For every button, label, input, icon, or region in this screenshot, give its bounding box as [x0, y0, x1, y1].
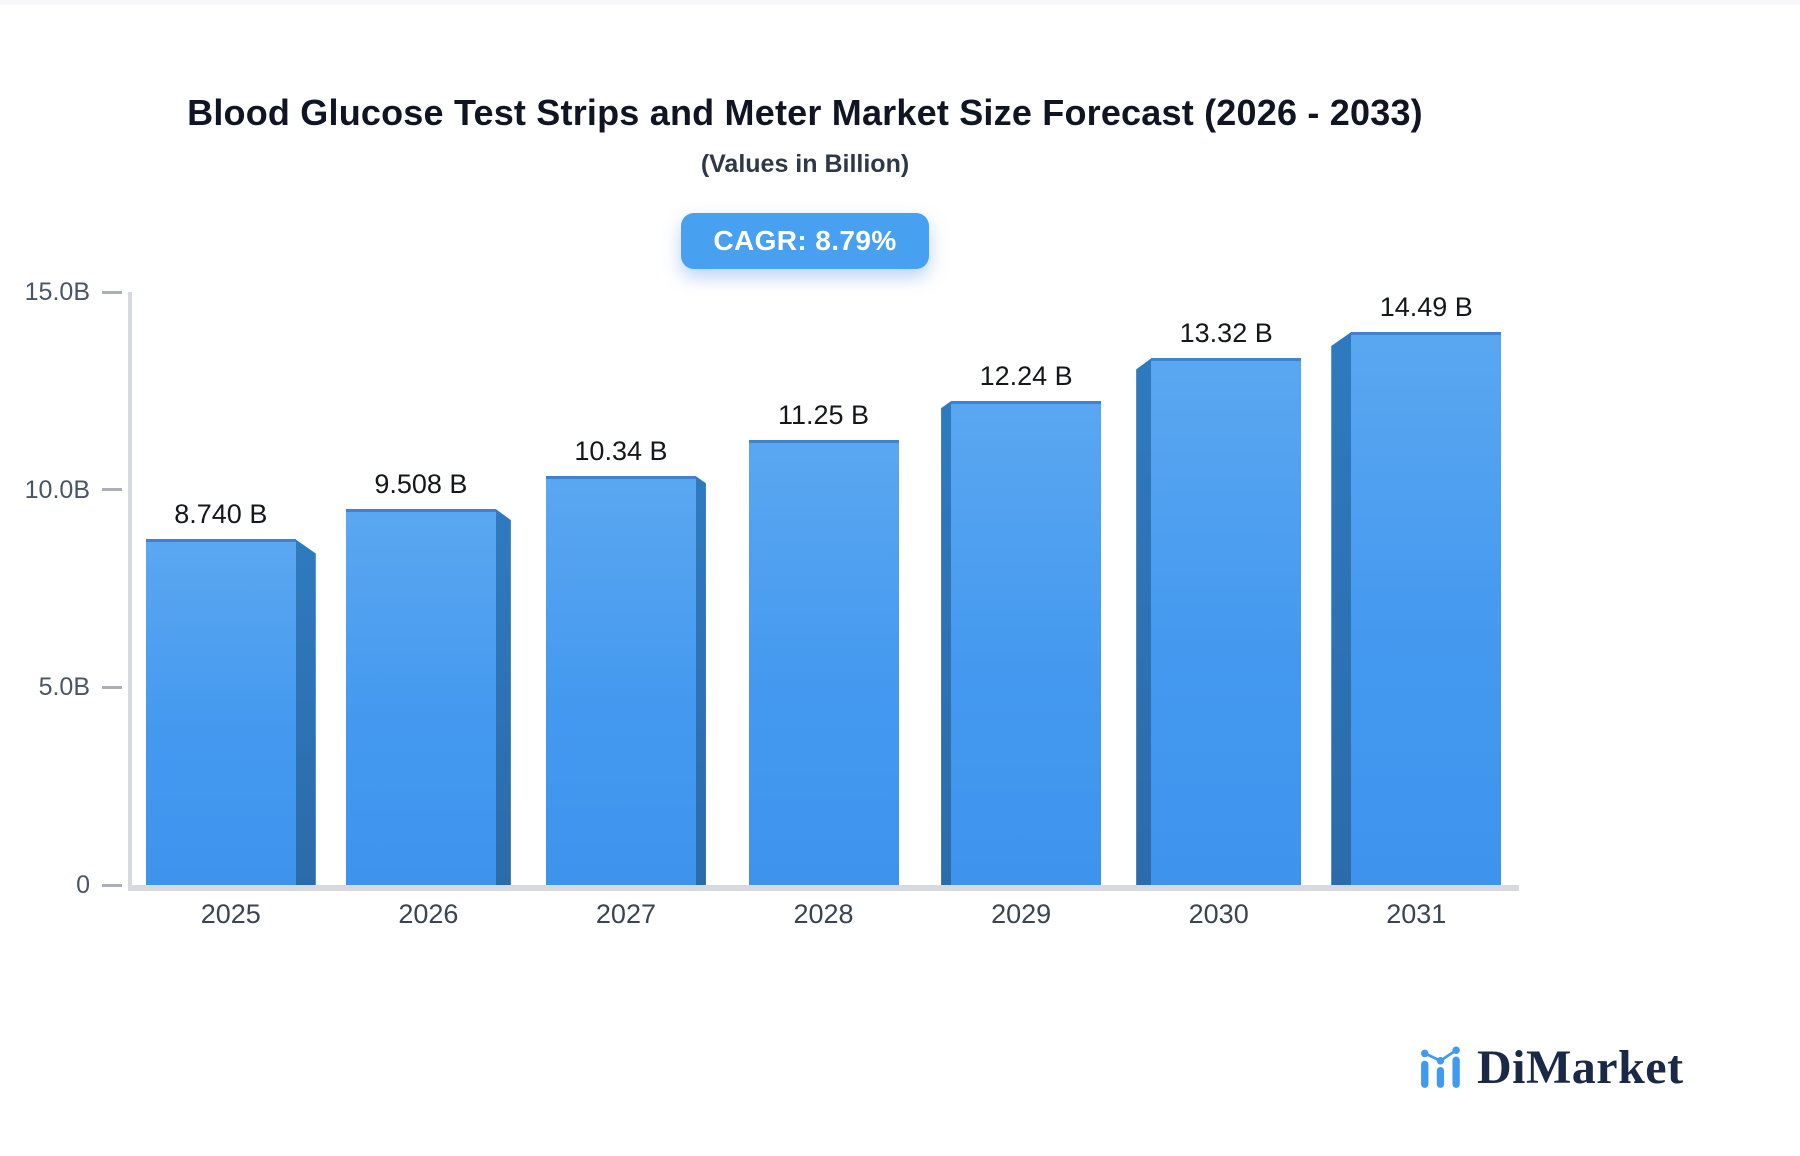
bar-face — [145, 539, 296, 885]
y-tick-mark — [102, 488, 122, 492]
bar-3d-side — [1136, 358, 1152, 885]
bar-group-2026: 9.508 B — [330, 292, 528, 885]
bar-value-label: 9.508 B — [374, 469, 468, 500]
bar-2028 — [748, 440, 899, 885]
bar-value-label: 8.740 B — [174, 499, 268, 530]
x-axis-labels: 2025 2026 2027 2028 2029 2030 2031 — [132, 899, 1515, 930]
bar-2027 — [545, 476, 706, 885]
bar-3d-side — [1331, 332, 1352, 885]
chart-header: Blood Glucose Test Strips and Meter Mark… — [0, 92, 1610, 269]
bar-value-label: 14.49 B — [1379, 292, 1473, 322]
bar-group-2028: 11.25 B — [725, 292, 923, 885]
y-tick-mark — [102, 290, 122, 294]
y-tick-mark — [102, 685, 122, 689]
x-axis-label-2026: 2026 — [398, 899, 459, 929]
bar-2031 — [1331, 332, 1502, 885]
y-tick-label-10.0B: 10.0B — [24, 475, 90, 504]
x-axis-label-2030: 2030 — [1188, 899, 1249, 929]
bar-group-2025: 8.740 B — [132, 292, 330, 885]
chart-title: Blood Glucose Test Strips and Meter Mark… — [187, 92, 1423, 133]
bar-2029 — [941, 401, 1102, 885]
x-axis-label-2027: 2027 — [595, 899, 656, 929]
bar-value-label: 11.25 B — [777, 400, 870, 431]
bar-face — [1351, 332, 1502, 885]
bar-value-label: 10.34 B — [574, 436, 668, 467]
bar-3d-side — [495, 509, 511, 885]
bar-face — [748, 440, 899, 885]
bar-3d-side — [695, 476, 706, 885]
bar-value-label: 12.24 B — [979, 361, 1073, 392]
y-tick-label-15.0B: 15.0B — [24, 278, 90, 306]
bar-group-2027: 10.34 B — [527, 292, 725, 885]
bar-face — [545, 476, 696, 885]
bar-face — [345, 509, 496, 885]
bar-2026 — [345, 509, 511, 885]
chart-subtitle: (Values in Billion) — [700, 150, 910, 178]
bars-container: 8.740 B 9.508 B 10.34 B 11.25 B 12.24 B 13.32… — [132, 292, 1515, 885]
cagr-badge: CAGR: 8.79% — [681, 213, 929, 269]
plot-area: 8.740 B 9.508 B 10.34 B 11.25 B 12.24 B 13.32… — [25, 278, 1519, 899]
x-axis-label-2028: 2028 — [793, 899, 854, 929]
bar-group-2030: 13.32 B — [1120, 292, 1318, 885]
x-axis-label-2025: 2025 — [200, 899, 261, 929]
bar-3d-side — [941, 401, 952, 885]
bar-3d-side — [295, 539, 316, 885]
y-tick-label-5.0B: 5.0B — [38, 673, 90, 702]
y-axis-line — [128, 292, 132, 891]
bar-group-2029: 12.24 B — [922, 292, 1120, 885]
x-axis-baseline — [128, 885, 1519, 891]
bar-2030 — [1136, 358, 1302, 885]
bar-face — [951, 401, 1102, 885]
bar-group-2031: 14.49 B — [1317, 292, 1515, 885]
bar-2025 — [145, 539, 316, 885]
brand-logo-text: DiMarket — [1477, 1041, 1684, 1094]
top-strip — [0, 0, 1800, 5]
dimarket-logo-icon — [1420, 1046, 1460, 1088]
x-axis-label-2029: 2029 — [991, 899, 1052, 929]
x-axis-label-2031: 2031 — [1386, 899, 1447, 929]
y-tick-mark — [102, 883, 122, 887]
bar-value-label: 13.32 B — [1179, 318, 1273, 349]
brand-logo: DiMarket — [1418, 1044, 1684, 1092]
y-tick-label-0: 0 — [76, 871, 90, 899]
bar-face — [1151, 358, 1302, 885]
